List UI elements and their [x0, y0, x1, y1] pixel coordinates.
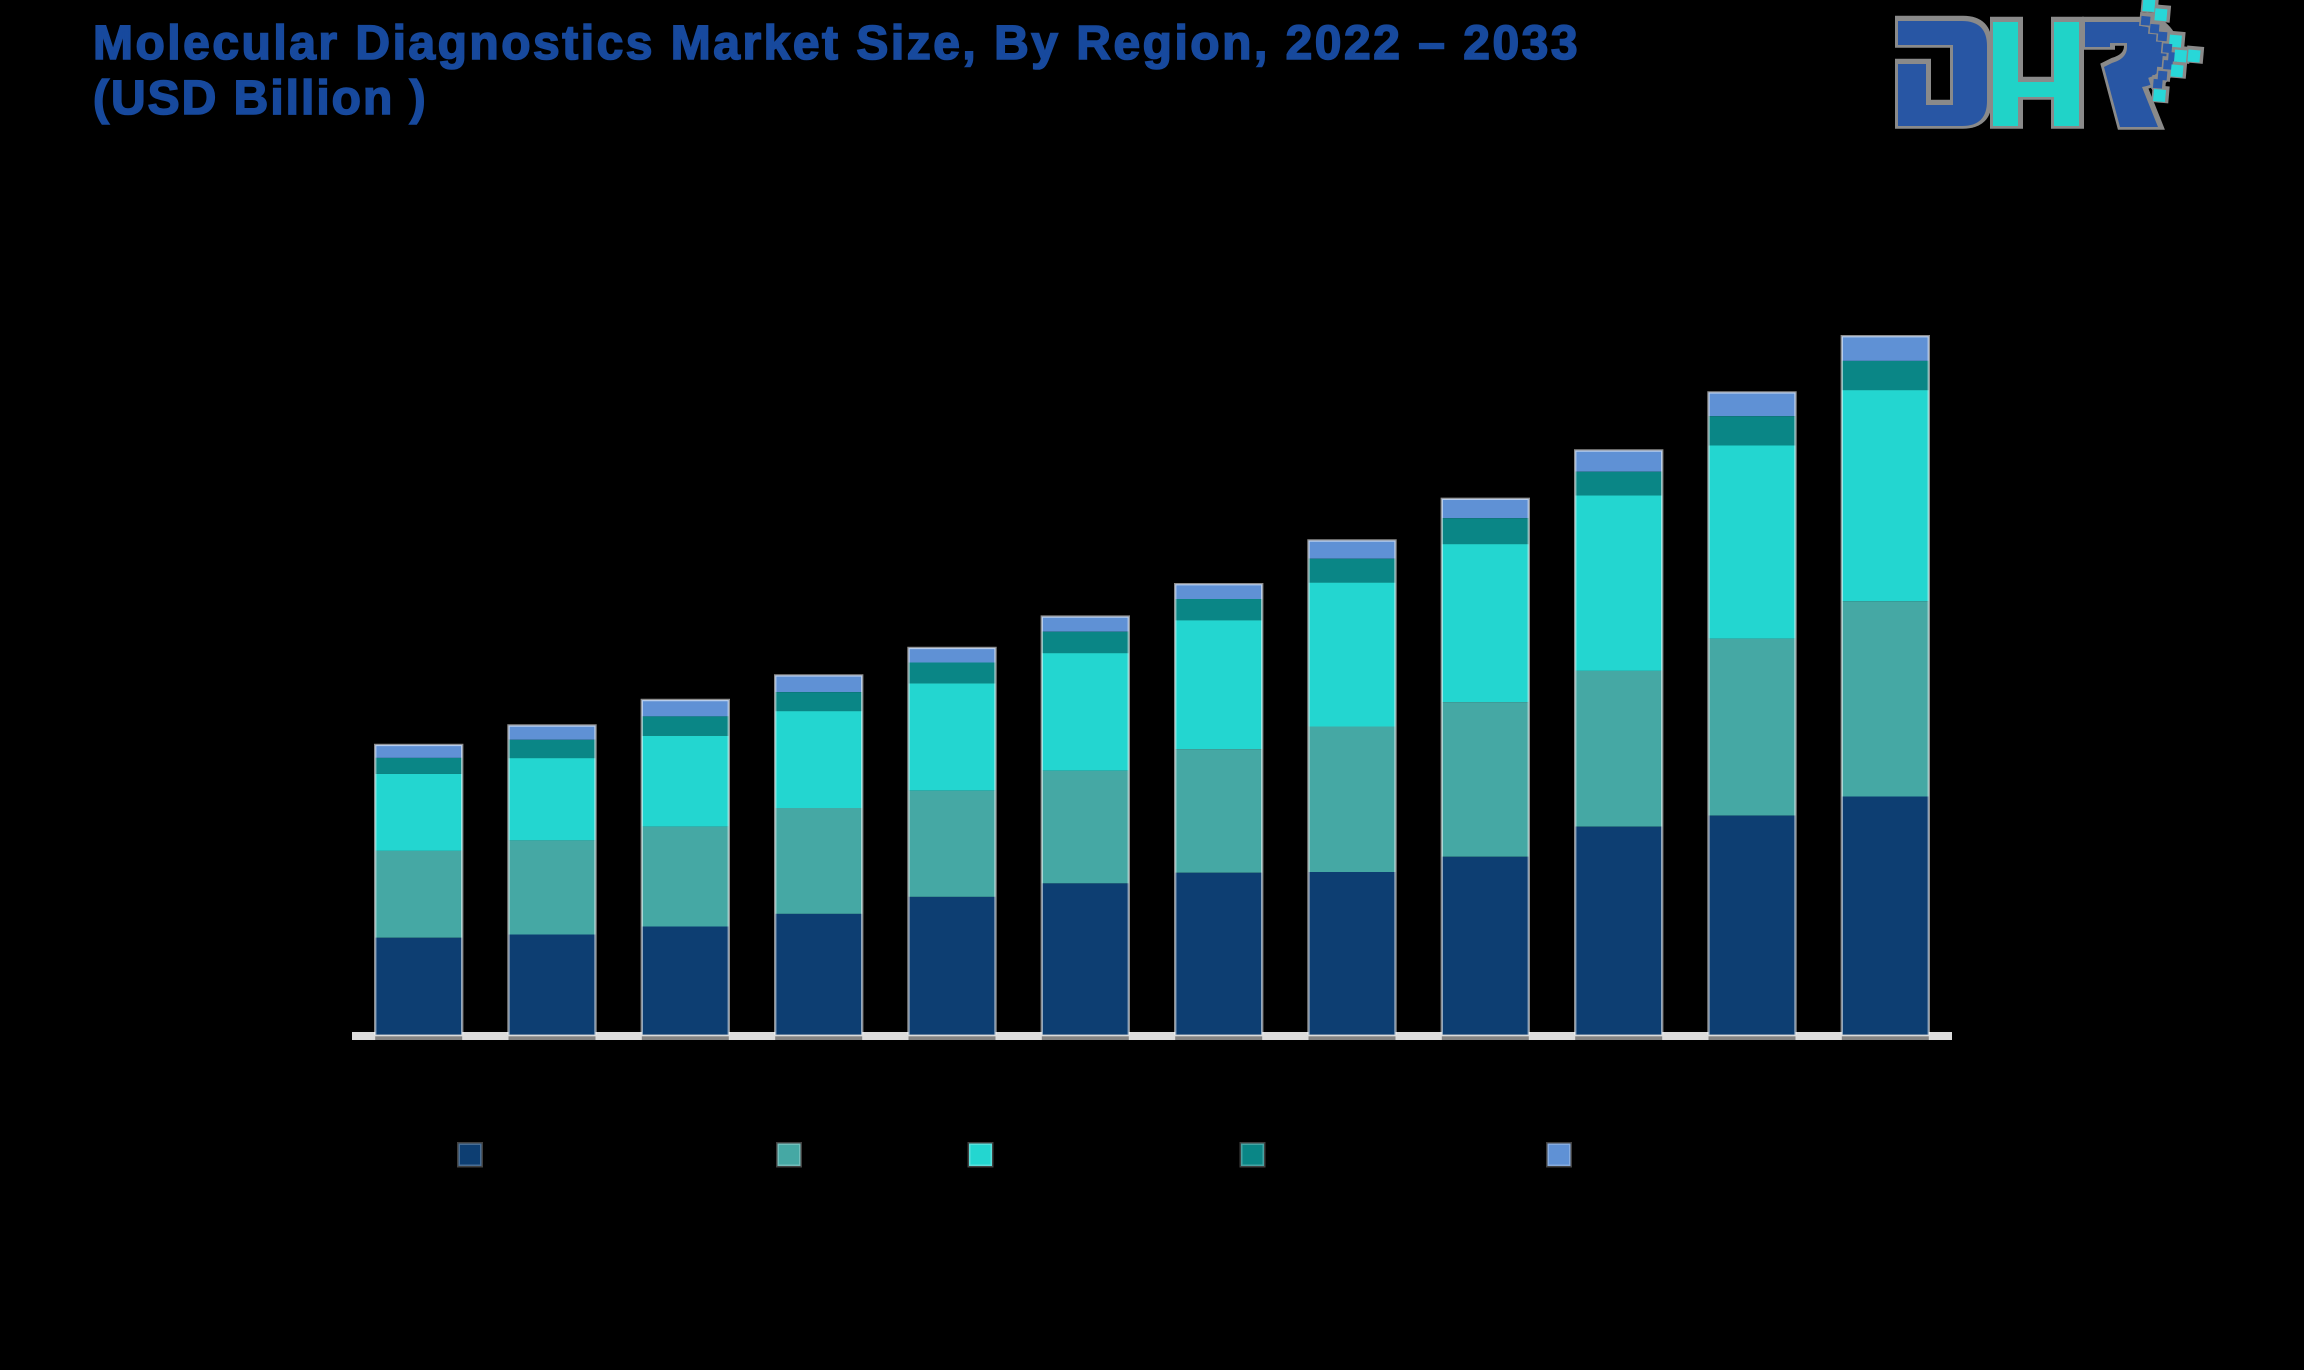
- svg-text:Asia Pacific: Asia Pacific: [1002, 1141, 1126, 1168]
- svg-text:2031: 2031: [1591, 1053, 1647, 1081]
- svg-text:Europe: Europe: [811, 1141, 888, 1168]
- svg-text:2023: 2023: [524, 1053, 580, 1081]
- svg-text:North America: North America: [492, 1141, 645, 1168]
- svg-text:2029: 2029: [1324, 1053, 1380, 1081]
- svg-text:2033: 2033: [1857, 1053, 1913, 1081]
- svg-text:2028: 2028: [1191, 1053, 1247, 1081]
- svg-text:2024: 2024: [657, 1053, 713, 1081]
- svg-text:2026: 2026: [924, 1053, 980, 1081]
- svg-text:2027: 2027: [1057, 1053, 1113, 1081]
- svg-text:2030: 2030: [1457, 1053, 1513, 1081]
- svg-text:2022: 2022: [391, 1053, 447, 1081]
- svg-text:2032: 2032: [1724, 1053, 1780, 1081]
- svg-text:2025: 2025: [791, 1053, 847, 1081]
- svg-text:Latin America: Latin America: [1274, 1141, 1420, 1168]
- svg-text:Middle East & Africa: Middle East & Africa: [1581, 1141, 1796, 1168]
